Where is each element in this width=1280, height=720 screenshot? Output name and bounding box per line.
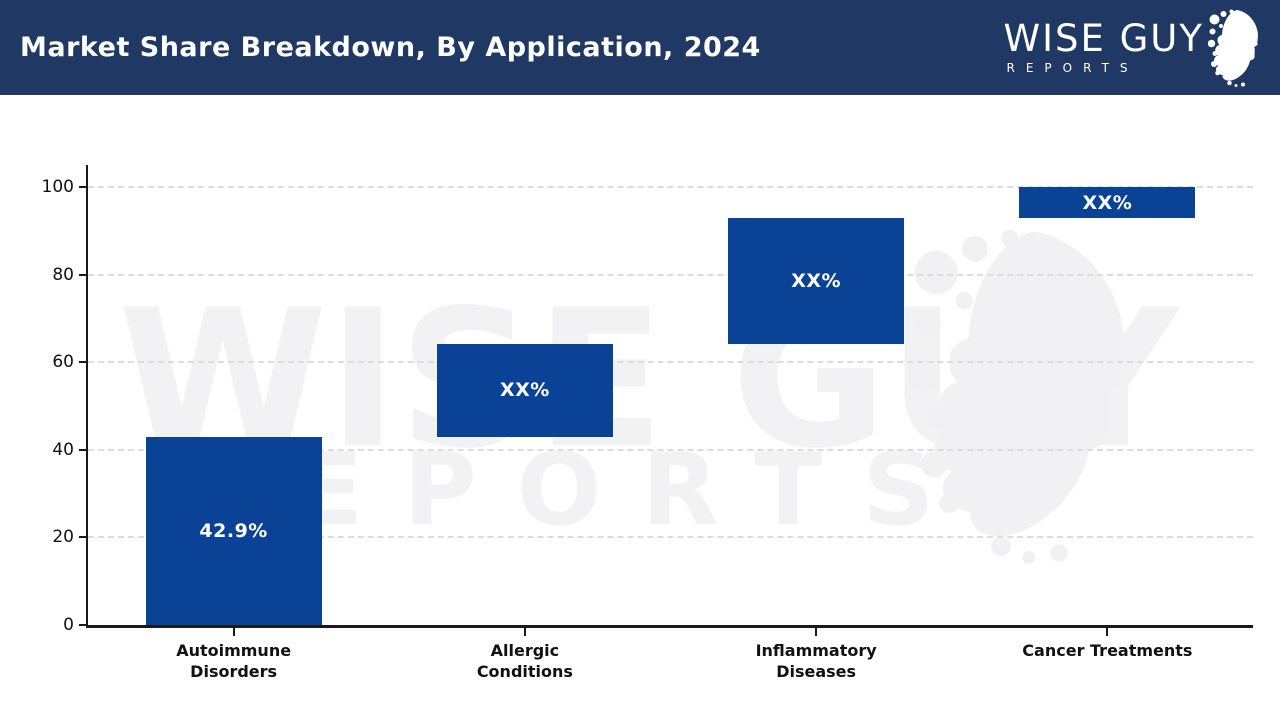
logo-text: WISE GUY REPORTS	[1004, 20, 1204, 75]
y-tick-label-40: 40	[52, 439, 74, 460]
y-tick-mark-80	[79, 273, 87, 276]
gridline-80	[88, 273, 1253, 276]
wise-guy-reports-logo: WISE GUY REPORTS	[1004, 5, 1268, 90]
logo-wordmark: WISE GUY	[1003, 17, 1204, 60]
bar-inflammatory-diseases: XX%	[728, 218, 905, 344]
y-tick-mark-20	[79, 536, 87, 539]
logo-reports-label: REPORTS	[1006, 61, 1139, 75]
bar-value-label: XX%	[791, 269, 842, 292]
gridline-40	[88, 448, 1253, 451]
x-tick-mark-2	[815, 628, 818, 636]
x-category-label-3: Cancer Treatments	[1022, 641, 1193, 660]
bar-value-label: 42.9%	[199, 520, 268, 543]
watermark-head-icon	[907, 229, 1124, 564]
chart-region: WISE GUY REPORTS 0 20 40 60 80 100 42.9% XX% XX%…	[0, 95, 1280, 720]
y-tick-label-60: 60	[52, 352, 74, 373]
gridline-60	[88, 361, 1253, 364]
header-bar: Market Share Breakdown, By Application, …	[0, 0, 1280, 95]
y-tick-mark-60	[79, 361, 87, 364]
x-category-label-1: Allergic Conditions	[476, 641, 573, 681]
x-tick-mark-0	[232, 628, 235, 636]
y-tick-mark-100	[79, 186, 87, 188]
y-tick-mark-0	[79, 624, 87, 626]
bar-cancer-treatments: XX%	[1019, 187, 1196, 219]
x-category-label-0: Autoimmune Disorders	[176, 641, 292, 681]
bar-autoimmune-disorders: 42.9%	[145, 437, 322, 625]
y-tick-label-100: 100	[41, 177, 74, 197]
logo-head-icon	[1208, 9, 1258, 87]
y-axis-line	[86, 165, 88, 628]
y-tick-label-20: 20	[52, 527, 74, 548]
y-tick-label-80: 80	[52, 264, 74, 285]
x-tick-mark-3	[1106, 628, 1109, 636]
x-tick-mark-1	[523, 628, 526, 636]
x-axis-line	[86, 625, 1253, 628]
page-title: Market Share Breakdown, By Application, …	[20, 32, 761, 63]
gridline-20	[88, 536, 1253, 539]
x-category-label-2: Inflammatory Diseases	[755, 641, 877, 681]
bar-allergic-conditions: XX%	[436, 343, 613, 438]
y-tick-mark-40	[79, 448, 87, 451]
y-tick-label-0: 0	[63, 615, 74, 635]
gridline-100	[88, 186, 1253, 188]
bar-value-label: XX%	[1082, 191, 1133, 214]
bar-value-label: XX%	[499, 379, 550, 402]
